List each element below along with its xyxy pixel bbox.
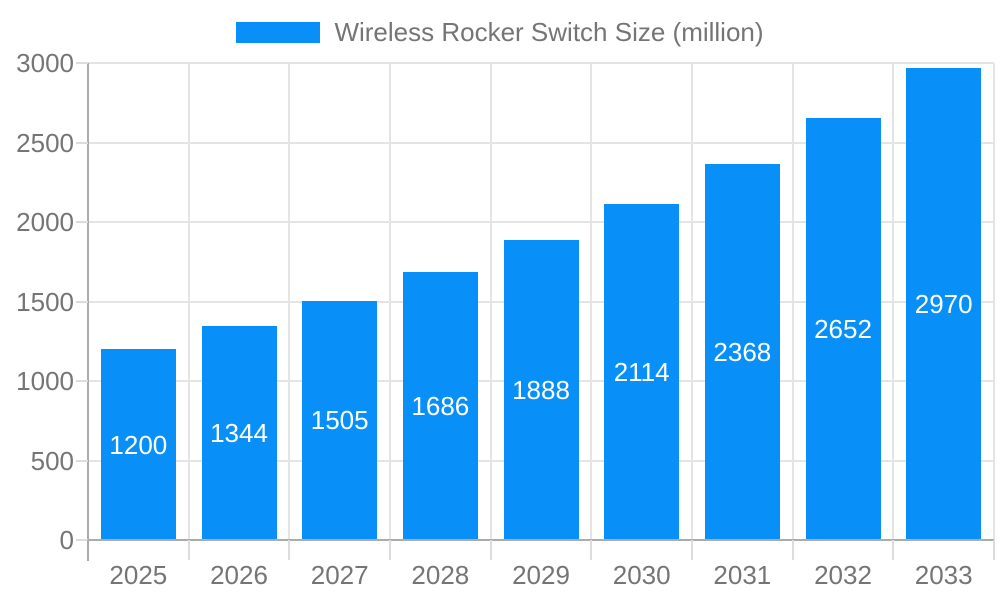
- x-axis-tick: [892, 540, 895, 560]
- v-gridline: [489, 63, 492, 540]
- y-axis-tick-label: 1500: [16, 286, 74, 317]
- v-gridline: [691, 63, 693, 540]
- bar-value-label: 1686: [411, 390, 470, 421]
- v-gridline: [389, 63, 391, 540]
- x-axis-tick-label: 2032: [814, 560, 872, 590]
- x-axis-tick-label: 2026: [210, 560, 268, 590]
- x-axis-tick-label: 2029: [512, 560, 570, 590]
- y-axis-tick: [76, 221, 88, 223]
- legend-swatch-icon: [236, 21, 321, 43]
- x-axis-tick: [187, 540, 190, 560]
- bar-value-label: 2652: [814, 314, 872, 345]
- bar[interactable]: 2114: [604, 203, 680, 540]
- x-axis-tick: [489, 540, 492, 560]
- v-gridline: [892, 63, 895, 540]
- x-axis-tick-label: 2031: [713, 560, 772, 590]
- y-axis-tick: [76, 62, 88, 64]
- x-axis-tick-label: 2028: [411, 560, 470, 590]
- bar-value-label: 1505: [310, 405, 369, 436]
- y-axis-tick-label: 0: [59, 525, 74, 555]
- bar-value-label: 2970: [914, 288, 973, 319]
- x-axis-tick-label: 2030: [612, 560, 671, 590]
- v-gridline: [590, 63, 593, 540]
- y-axis-tick: [76, 300, 88, 303]
- bar-value-label: 2368: [713, 336, 772, 367]
- bar-value-label: 1200: [109, 429, 168, 460]
- x-axis-line: [88, 539, 994, 541]
- bar[interactable]: 1888: [503, 239, 579, 540]
- x-axis-tick: [87, 540, 89, 560]
- bar[interactable]: 2368: [704, 163, 780, 540]
- y-axis-tick: [76, 141, 88, 144]
- y-axis-tick: [76, 459, 88, 462]
- y-axis-tick-label: 2000: [16, 207, 74, 237]
- y-axis-tick: [76, 380, 88, 382]
- h-gridline: [88, 62, 994, 64]
- x-axis-tick-label: 2033: [914, 560, 973, 590]
- bar-value-label: 1344: [210, 418, 268, 449]
- h-gridline: [88, 221, 994, 223]
- bar[interactable]: 1505: [302, 300, 378, 540]
- v-gridline: [187, 63, 190, 540]
- x-axis-tick: [288, 540, 291, 560]
- x-axis-tick: [389, 540, 391, 560]
- y-axis-line: [87, 63, 89, 561]
- y-axis-tick: [76, 539, 88, 541]
- h-gridline: [88, 141, 994, 144]
- legend-label: Wireless Rocker Switch Size (million): [334, 17, 764, 47]
- x-axis-tick: [590, 540, 593, 560]
- plot-area: 1200 1344 1505 1686 1888 2114 2368 2652 2970: [88, 62, 995, 540]
- v-gridline: [791, 63, 794, 540]
- bar[interactable]: 1200: [100, 349, 176, 540]
- x-axis-tick-label: 2027: [310, 560, 369, 590]
- bar-value-label: 1888: [512, 374, 570, 405]
- x-axis-tick: [791, 540, 794, 560]
- y-axis-tick-label: 3000: [16, 48, 74, 78]
- x-axis-tick-label: 2025: [109, 560, 168, 590]
- bar[interactable]: 2652: [805, 118, 881, 540]
- bar[interactable]: 1686: [402, 271, 478, 540]
- y-axis-tick-label: 500: [30, 445, 74, 476]
- y-axis-tick-label: 1000: [16, 366, 74, 396]
- y-axis-tick-label: 2500: [16, 127, 74, 158]
- v-gridline: [993, 63, 995, 540]
- x-axis-tick: [691, 540, 693, 560]
- v-gridline: [288, 63, 291, 540]
- x-axis-tick: [993, 540, 995, 560]
- bar-value-label: 2114: [613, 356, 670, 387]
- legend[interactable]: Wireless Rocker Switch Size (million): [0, 18, 1000, 46]
- bar[interactable]: 2970: [906, 67, 982, 540]
- bar[interactable]: 1344: [201, 326, 277, 540]
